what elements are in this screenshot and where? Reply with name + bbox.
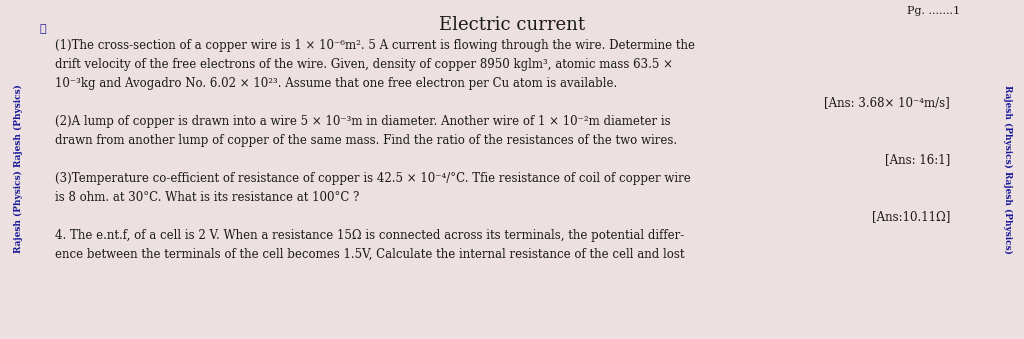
- Text: Electric current: Electric current: [439, 16, 585, 34]
- Text: ★: ★: [40, 24, 46, 34]
- Text: Rajesh (Physics) Rajesh (Physics): Rajesh (Physics) Rajesh (Physics): [1004, 84, 1013, 254]
- Text: is 8 ohm. at 30°C. What is its resistance at 100°C ?: is 8 ohm. at 30°C. What is its resistanc…: [55, 191, 359, 204]
- Text: drawn from another lump of copper of the same mass. Find the ratio of the resist: drawn from another lump of copper of the…: [55, 134, 677, 147]
- Text: [Ans: 16:1]: [Ans: 16:1]: [885, 153, 950, 166]
- Text: 4. The e.nt.f, of a cell is 2 V. When a resistance 15Ω is connected across its t: 4. The e.nt.f, of a cell is 2 V. When a …: [55, 229, 684, 242]
- Text: 10⁻³kg and Avogadro No. 6.02 × 10²³. Assume that one free electron per Cu atom i: 10⁻³kg and Avogadro No. 6.02 × 10²³. Ass…: [55, 77, 617, 90]
- Text: Pg. .......1: Pg. .......1: [907, 6, 961, 16]
- Text: ence between the terminals of the cell becomes 1.5V, Calculate the internal resi: ence between the terminals of the cell b…: [55, 248, 684, 261]
- Text: drift velocity of the free electrons of the wire. Given, density of copper 8950 : drift velocity of the free electrons of …: [55, 58, 673, 71]
- Text: Rajesh (Physics) Rajesh (Physics): Rajesh (Physics) Rajesh (Physics): [13, 84, 23, 254]
- Text: (2)A lump of copper is drawn into a wire 5 × 10⁻³m in diameter. Another wire of : (2)A lump of copper is drawn into a wire…: [55, 115, 671, 128]
- Text: [Ans:10.11Ω]: [Ans:10.11Ω]: [871, 210, 950, 223]
- Text: (3)Temperature co-efficient of resistance of copper is 42.5 × 10⁻⁴/°C. Tfie resi: (3)Temperature co-efficient of resistanc…: [55, 172, 691, 185]
- Text: [Ans: 3.68× 10⁻⁴m/s]: [Ans: 3.68× 10⁻⁴m/s]: [824, 96, 950, 109]
- Text: (1)The cross-section of a copper wire is 1 × 10⁻⁶m². 5 A current is flowing thro: (1)The cross-section of a copper wire is…: [55, 39, 695, 52]
